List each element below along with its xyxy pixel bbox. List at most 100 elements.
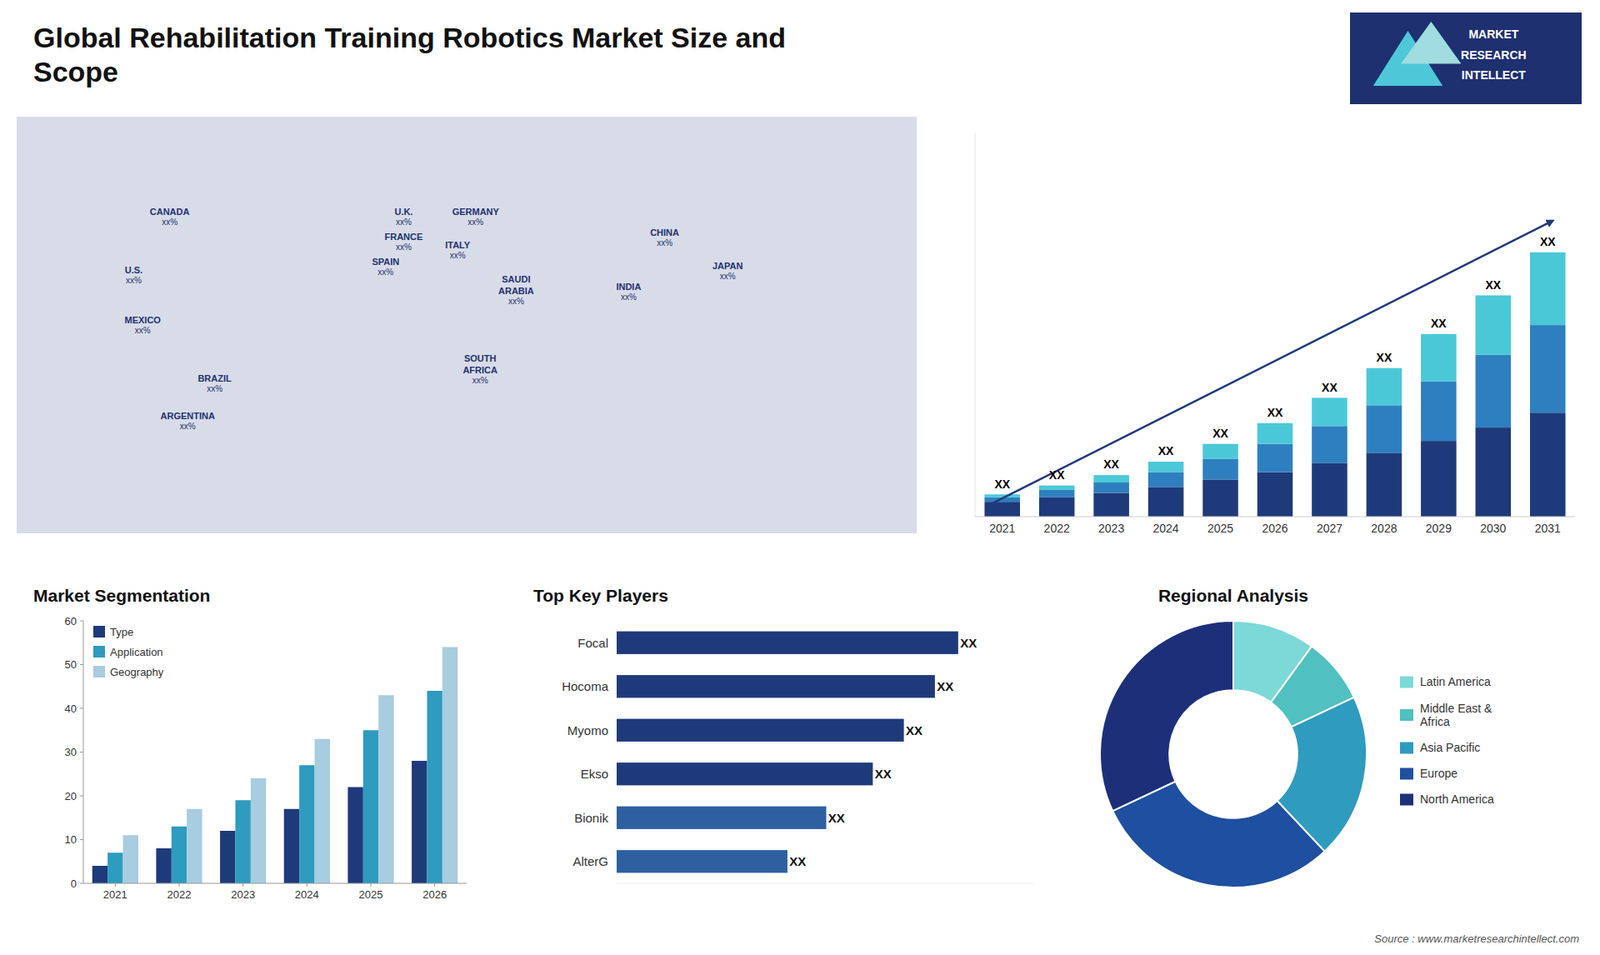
bar xyxy=(426,690,442,884)
text-line: XX xyxy=(1267,405,1284,420)
map-value-label: xx% xyxy=(720,271,736,281)
bar-segment xyxy=(1420,334,1457,382)
y-axis-line xyxy=(975,133,976,517)
x-tick-label: 2026 xyxy=(1261,521,1288,535)
legend-swatch xyxy=(1400,768,1414,780)
x-tick xyxy=(115,883,116,887)
bar xyxy=(616,719,905,742)
bar xyxy=(155,848,171,884)
map-value-label: xx% xyxy=(377,267,394,277)
text-line: SAUDI xyxy=(501,274,530,285)
text-line: Application xyxy=(110,645,164,659)
text-line: FRANCE xyxy=(384,231,423,242)
text-line: 2022 xyxy=(1044,521,1070,535)
text-line: XX xyxy=(1376,350,1393,365)
bar-segment xyxy=(1202,479,1239,517)
legend-label: Type xyxy=(110,625,134,639)
text-line: xx% xyxy=(377,267,394,277)
x-tick-label: 2025 xyxy=(1207,521,1234,535)
bar xyxy=(107,852,123,884)
text-line: JAPAN xyxy=(712,260,744,271)
x-tick-label: 2021 xyxy=(989,521,1015,535)
text-line: Europe xyxy=(1420,766,1458,780)
map-label: INDIA xyxy=(615,281,641,292)
bar xyxy=(235,800,250,884)
map-label: U.S. xyxy=(125,265,143,275)
text-line: 2029 xyxy=(1425,521,1452,535)
text-line: xx% xyxy=(508,296,525,306)
logo-box xyxy=(1350,12,1582,105)
bar-segment xyxy=(1366,405,1403,453)
chart-title: Regional Analysis xyxy=(1158,585,1309,605)
map-label: BRAZIL xyxy=(197,373,232,384)
chart-title: Top Key Players xyxy=(533,585,669,605)
bar-segment xyxy=(1093,482,1130,493)
bar-label: XX xyxy=(875,766,892,781)
legend-label: Asia Pacific xyxy=(1420,740,1480,755)
text-line: xx% xyxy=(161,217,178,227)
x-tick-label: 2026 xyxy=(422,888,447,901)
text-line: XX xyxy=(1049,468,1065,482)
map-area xyxy=(16,116,917,534)
page: MARKETRESEARCHINTELLECTSource : www.mark… xyxy=(0,0,1600,955)
bar xyxy=(616,675,935,698)
text-line: XX xyxy=(1485,278,1501,292)
x-tick-label: 2027 xyxy=(1316,521,1343,535)
x-tick-label: 2023 xyxy=(230,888,255,901)
map-label: MEXICO xyxy=(124,315,161,325)
map-value-label: xx% xyxy=(395,242,412,252)
text-line: RESEARCH xyxy=(1460,48,1527,62)
text-line: ARGENTINA xyxy=(160,410,215,421)
logo-shape xyxy=(1400,21,1461,65)
text-line: XX xyxy=(875,766,892,781)
text-line: xx% xyxy=(472,375,489,385)
x-tick xyxy=(242,883,244,887)
donut-slice xyxy=(1100,620,1234,811)
bar-segment xyxy=(1475,295,1512,355)
map-value-label: xx% xyxy=(508,296,525,306)
text-line: INTELLECT xyxy=(1461,68,1526,82)
bar-segment xyxy=(1475,355,1512,428)
x-tick-label: 2022 xyxy=(167,888,192,901)
text-line: 60 xyxy=(65,615,77,628)
legend-label: Middle East &Africa xyxy=(1420,701,1493,730)
bar xyxy=(363,730,379,884)
bar-segment xyxy=(1148,486,1185,517)
text-line: 2021 xyxy=(103,888,128,901)
bars xyxy=(92,647,459,885)
text-line: Regional Analysis xyxy=(1158,585,1309,605)
y-tick xyxy=(80,839,84,840)
text-line: xx% xyxy=(720,271,736,281)
bar xyxy=(616,762,873,785)
y-tick-label: 60 xyxy=(65,615,77,628)
bar-segment xyxy=(1311,397,1348,426)
bar-segment xyxy=(984,494,1020,498)
map-label: JAPAN xyxy=(712,260,744,271)
text-line: XX xyxy=(960,635,977,650)
map-label: CANADA xyxy=(150,206,190,217)
text-line: Hocoma xyxy=(561,679,610,694)
text-line: xx% xyxy=(135,325,151,335)
text-line: XX xyxy=(905,723,923,738)
text-line: 2026 xyxy=(1261,521,1288,535)
text-line: 40 xyxy=(65,702,77,715)
text-line: U.K. xyxy=(394,206,413,217)
bar-segment xyxy=(1039,497,1075,517)
text-line: XX xyxy=(828,810,845,825)
y-tick-label: 10 xyxy=(65,833,77,846)
x-tick-label: 2024 xyxy=(1153,521,1180,535)
bar-label: XX xyxy=(1158,444,1175,458)
map-label: U.K. xyxy=(394,206,413,217)
bar xyxy=(347,787,363,885)
map-label: SAUDIARABIA xyxy=(498,274,535,295)
legend-label: Latin America xyxy=(1420,675,1491,689)
logo-text: INTELLECT xyxy=(1461,68,1526,82)
bar-segment xyxy=(1257,423,1294,445)
page-title: Global Rehabilitation Training Robotics … xyxy=(33,21,786,88)
text-line: 2023 xyxy=(230,888,255,901)
legend-label: Geography xyxy=(110,665,165,679)
bar-segment xyxy=(1039,490,1075,498)
x-tick-label: 2022 xyxy=(1044,521,1070,535)
x-tick-label: 2025 xyxy=(359,888,384,901)
text-line: MEXICO xyxy=(124,315,161,325)
